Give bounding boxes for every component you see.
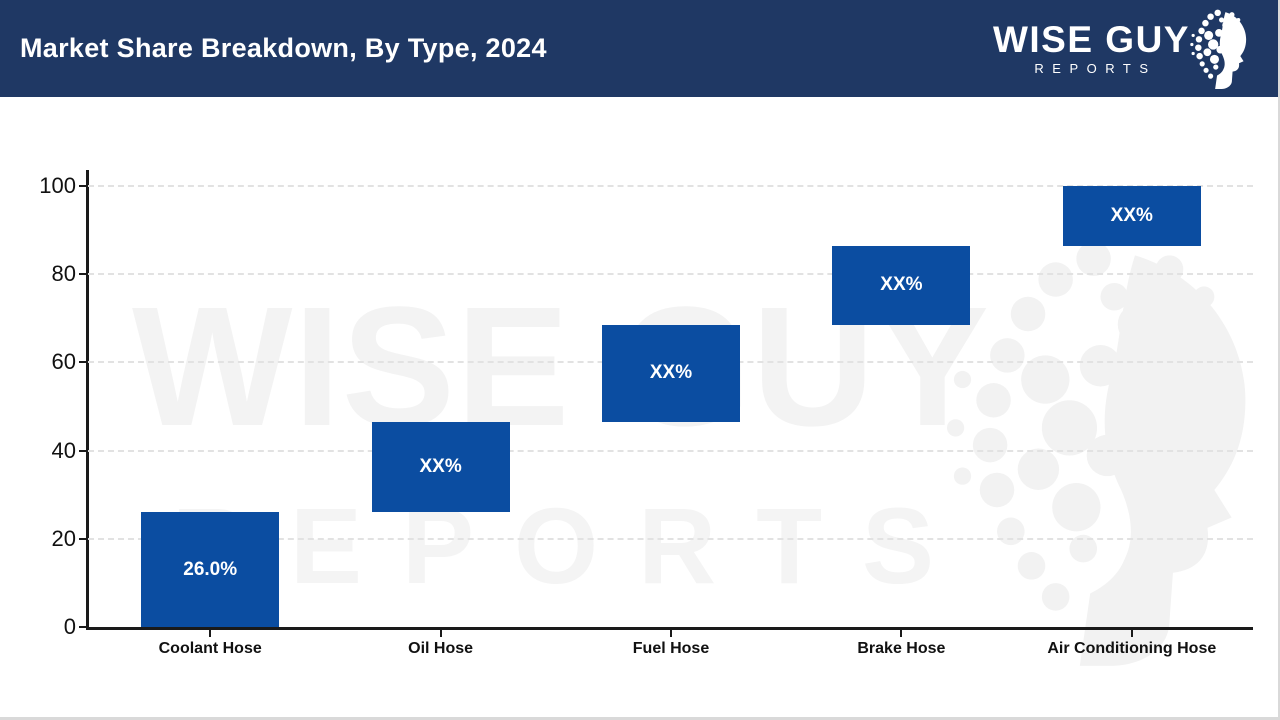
y-axis-tick bbox=[79, 185, 87, 187]
x-axis-line bbox=[86, 627, 1253, 630]
bar-segment: XX% bbox=[832, 245, 971, 325]
bar-segment: XX% bbox=[371, 421, 510, 513]
wiseguy-logo-text: WISE GUY REPORTS bbox=[993, 21, 1190, 76]
bar-segment: XX% bbox=[1062, 186, 1201, 246]
wiseguy-logo: WISE GUY REPORTS bbox=[993, 7, 1262, 91]
y-axis-tick-label: 60 bbox=[51, 349, 76, 375]
x-axis-category-label: Air Conditioning Hose bbox=[1047, 640, 1217, 657]
bar-value-label: 26.0% bbox=[183, 558, 238, 580]
logo-wordmark: WISE GUY bbox=[992, 19, 1190, 60]
watermark-subtitle: REPORTS bbox=[172, 485, 975, 606]
bar-value-label: XX% bbox=[1110, 204, 1153, 226]
header-bar: Market Share Breakdown, By Type, 2024 WI… bbox=[0, 0, 1278, 97]
x-axis-tick bbox=[439, 629, 442, 637]
logo-subtitle: REPORTS bbox=[1034, 61, 1157, 76]
gridline bbox=[88, 537, 1253, 540]
gridline bbox=[88, 273, 1253, 276]
x-axis-category-label: Fuel Hose bbox=[632, 640, 710, 657]
bar-value-label: XX% bbox=[880, 274, 923, 296]
bar-value-label: XX% bbox=[419, 456, 462, 478]
gridline bbox=[88, 449, 1253, 452]
bar-segment: 26.0% bbox=[141, 512, 280, 627]
y-axis-tick-label: 20 bbox=[51, 525, 76, 551]
y-axis-tick-label: 80 bbox=[51, 261, 76, 287]
x-axis-category-label: Oil Hose bbox=[408, 640, 474, 657]
x-axis-tick bbox=[209, 629, 212, 637]
bar-value-label: XX% bbox=[649, 362, 693, 384]
x-axis-category-label: Coolant Hose bbox=[158, 640, 262, 657]
page-title: Market Share Breakdown, By Type, 2024 bbox=[20, 33, 547, 63]
y-axis-tick bbox=[79, 273, 87, 276]
y-axis-tick bbox=[79, 626, 87, 628]
y-axis-tick-label: 40 bbox=[51, 437, 76, 463]
bar-segment: XX% bbox=[602, 324, 740, 422]
x-axis-tick bbox=[670, 629, 672, 637]
y-axis-tick bbox=[79, 361, 87, 364]
watermark-head-icon bbox=[928, 212, 1273, 692]
gridline bbox=[88, 185, 1253, 187]
x-axis-tick bbox=[900, 629, 903, 637]
y-axis-tick-label: 100 bbox=[39, 173, 76, 198]
y-axis-tick bbox=[79, 537, 87, 540]
y-axis-tick-label: 0 bbox=[63, 614, 76, 639]
x-axis-tick bbox=[1130, 629, 1133, 637]
x-axis-category-label: Brake Hose bbox=[857, 640, 946, 657]
y-axis-tick bbox=[79, 449, 87, 452]
y-axis-line bbox=[86, 170, 89, 629]
